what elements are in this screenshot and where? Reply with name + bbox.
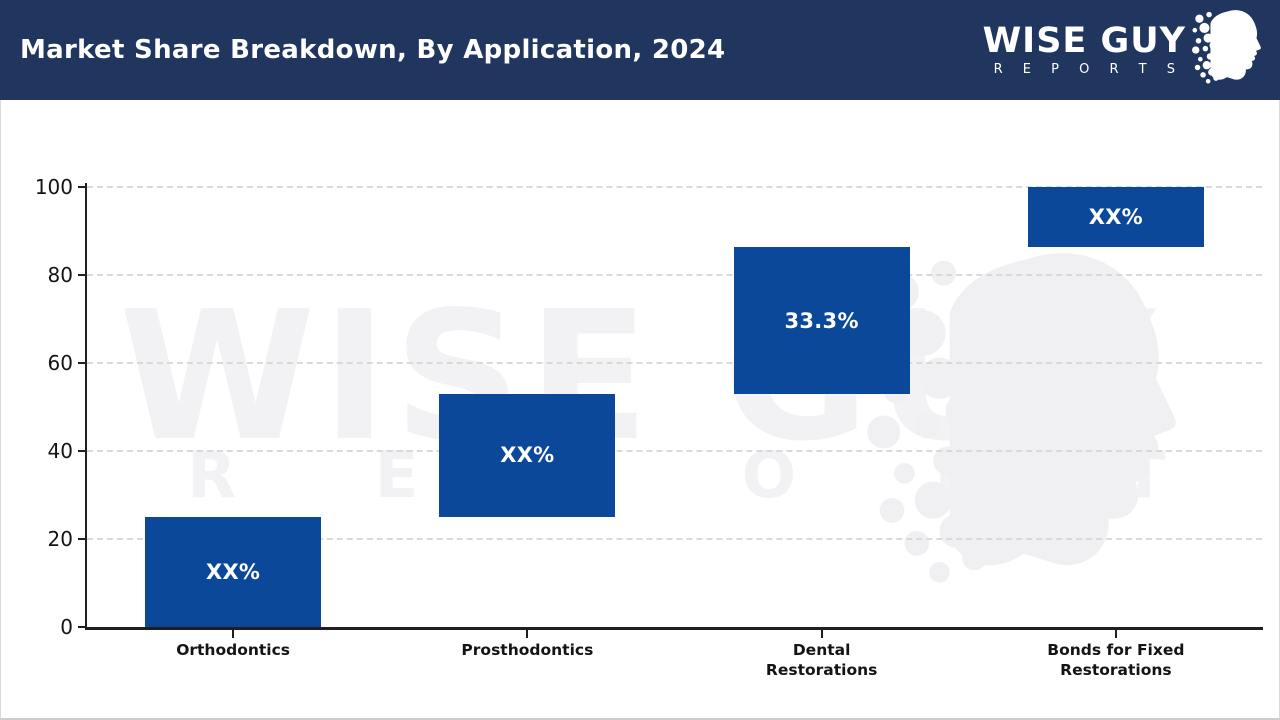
- y-tick-label-40: 40: [47, 439, 73, 463]
- wise-guy-reports-logo: WISE GUY R E P O R T S: [983, 4, 1270, 96]
- x-tick-mark-dental-restorations: [820, 630, 823, 638]
- bar-value-label-dental-restorations: 33.3%: [784, 308, 859, 333]
- bar-value-label-bonds-for-fixed-restorations: XX%: [1088, 205, 1144, 230]
- gridline-100: [87, 186, 1262, 188]
- y-tick-mark-80: [78, 274, 86, 276]
- x-tick-mark-prosthodontics: [526, 630, 529, 638]
- logo-brand-text: WISE GUY: [982, 21, 1186, 61]
- x-axis-label-bonds-for-fixed-restorations: Bonds for Fixed Restorations: [1047, 641, 1185, 679]
- x-axis-label-prosthodontics: Prosthodontics: [461, 641, 594, 659]
- bar-dental-restorations: 33.3%: [733, 247, 910, 394]
- x-axis-label-orthodontics: Orthodontics: [176, 641, 291, 659]
- bar-bonds-for-fixed-restorations: XX%: [1027, 187, 1204, 248]
- bar-prosthodontics: XX%: [439, 393, 616, 517]
- x-tick-mark-bonds-for-fixed-restorations: [1114, 630, 1117, 638]
- y-tick-mark-40: [78, 450, 86, 452]
- y-tick-mark-100: [78, 186, 86, 188]
- gridline-20: [87, 538, 1262, 540]
- plot-area: 0 20 40 60 80 100 XX% Orthodontics XX% Prosthodon…: [1, 100, 1279, 718]
- y-axis-line: [85, 183, 87, 630]
- bar-orthodontics: XX%: [145, 517, 322, 627]
- y-tick-mark-20: [78, 538, 86, 540]
- gridline-80: [87, 274, 1262, 276]
- y-tick-mark-0: [78, 626, 86, 628]
- y-tick-label-60: 60: [47, 351, 73, 375]
- bar-value-label-prosthodontics: XX%: [500, 443, 555, 468]
- logo-tagline-text: R E P O R T S: [993, 62, 1183, 77]
- logo-text: WISE GUY R E P O R T S: [983, 22, 1186, 78]
- dotted-head-profile-icon: [1192, 10, 1261, 84]
- x-axis-line: [86, 627, 1263, 630]
- gridline-40: [87, 450, 1262, 452]
- y-tick-label-0: 0: [60, 615, 73, 639]
- y-tick-label-100: 100: [34, 175, 73, 199]
- y-tick-label-80: 80: [47, 263, 73, 287]
- x-tick-mark-orthodontics: [232, 630, 235, 638]
- header-banner: Market Share Breakdown, By Application, …: [0, 0, 1280, 100]
- gridline-60: [87, 362, 1262, 364]
- y-tick-label-20: 20: [47, 527, 73, 551]
- bar-value-label-orthodontics: XX%: [205, 560, 261, 584]
- x-axis-label-dental-restorations: Dental Restorations: [765, 641, 878, 679]
- chart-canvas: WISE GUY R E P O R T S 020406080100XX%Or…: [0, 100, 1280, 720]
- y-tick-mark-60: [78, 362, 86, 364]
- page-title: Market Share Breakdown, By Application, …: [20, 35, 726, 65]
